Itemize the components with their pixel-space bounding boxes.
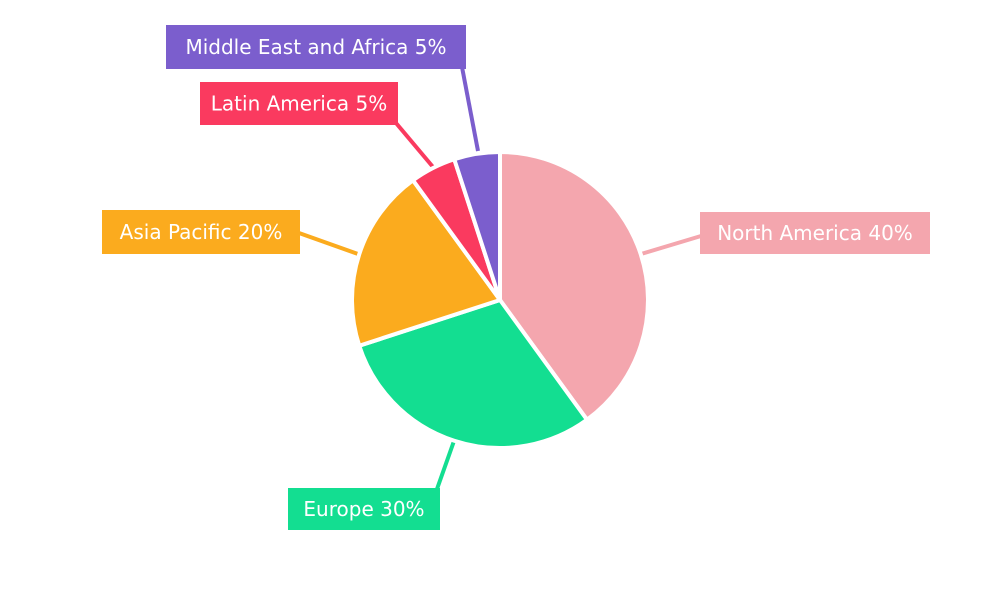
slice-label-box-north-america	[700, 212, 930, 254]
leader-line-north-america	[640, 234, 702, 256]
slice-label-middle-east-and-africa: Middle East and Africa 5%	[166, 25, 466, 69]
leader-line-middle-east-and-africa	[460, 66, 480, 152]
pie-slice-europe	[357, 298, 589, 450]
slice-label-box-europe	[288, 488, 440, 530]
leader-line-asia-pacific	[298, 231, 359, 256]
leader-line-europe	[435, 440, 456, 490]
pie-slice-asia-pacific	[350, 178, 502, 348]
slice-label-latin-america: Latin America 5%	[200, 82, 398, 125]
slice-label-north-america: North America 40%	[700, 212, 930, 254]
slice-label-europe: Europe 30%	[288, 488, 440, 530]
leader-line-latin-america	[394, 121, 435, 169]
slice-label-box-asia-pacific	[102, 210, 300, 254]
pie-slice-middle-east-and-africa	[452, 150, 502, 302]
slice-label-box-latin-america	[200, 82, 398, 125]
slice-label-text-middle-east-and-africa: Middle East and Africa 5%	[185, 35, 446, 59]
slice-label-text-europe: Europe 30%	[303, 497, 424, 521]
slice-label-box-middle-east-and-africa	[166, 25, 466, 69]
slice-label-text-asia-pacific: Asia Pacific 20%	[120, 220, 283, 244]
pie-slice-north-america	[498, 150, 650, 422]
slice-label-text-latin-america: Latin America 5%	[211, 92, 387, 116]
slice-label-text-north-america: North America 40%	[717, 221, 913, 245]
slice-label-asia-pacific: Asia Pacific 20%	[102, 210, 300, 254]
